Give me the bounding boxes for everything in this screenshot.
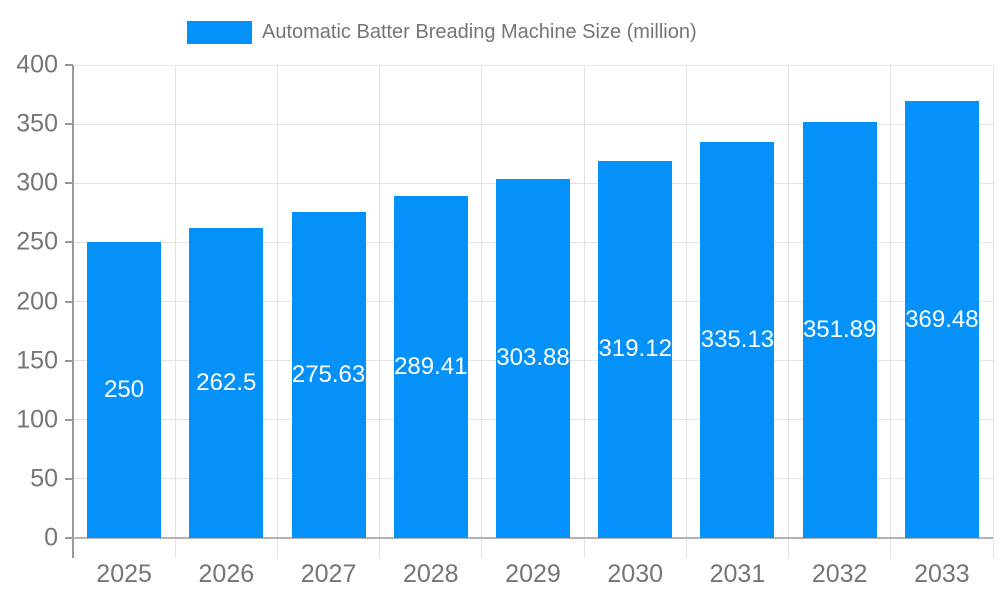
bar-2031[interactable]: 335.13: [700, 141, 775, 538]
y-axis-tick: [65, 182, 73, 185]
bar-value-label: 369.48: [905, 305, 979, 333]
x-axis-tick-label: 2033: [914, 560, 970, 588]
bar-2032[interactable]: 351.89: [802, 121, 877, 538]
y-axis-tick: [65, 359, 73, 362]
gridline-vertical: [379, 65, 381, 558]
x-axis-tick-label: 2032: [811, 560, 868, 588]
x-axis-tick-label: 2030: [607, 560, 664, 588]
y-axis-tick-label: 200: [16, 287, 58, 315]
y-axis-tick: [65, 241, 73, 244]
gridline-horizontal: [73, 64, 993, 66]
bar-2027[interactable]: 275.63: [291, 212, 366, 538]
x-axis-tick-label: 2029: [505, 560, 561, 588]
gridline-vertical: [685, 65, 687, 558]
bar-value-label: 289.41: [394, 352, 468, 380]
bar-value-label: 262.5: [196, 368, 257, 396]
y-axis-tick: [65, 537, 73, 539]
gridline-vertical: [788, 65, 790, 558]
y-axis-tick: [65, 477, 73, 480]
bar-value-label: 275.63: [291, 361, 366, 389]
y-axis-tick-label: 250: [16, 227, 58, 256]
y-axis-tick-label: 150: [16, 346, 58, 375]
legend-color-marker: [187, 21, 252, 44]
y-axis-line: [72, 65, 74, 558]
gridline-vertical: [992, 65, 994, 558]
bar-2033[interactable]: 369.48: [904, 101, 979, 538]
y-axis-tick: [65, 123, 73, 126]
gridline-vertical: [583, 65, 585, 558]
legend[interactable]: Automatic Batter Breading Machine Size (…: [187, 21, 697, 44]
bar-value-label: 335.13: [700, 325, 775, 353]
x-axis-tick-label: 2028: [402, 560, 459, 588]
y-axis-tick: [65, 418, 73, 421]
gridline-vertical: [174, 65, 176, 558]
bar-value-label: 303.88: [496, 344, 570, 372]
bar-value-label: 351.89: [802, 315, 877, 343]
x-axis-tick-label: 2031: [709, 560, 766, 588]
x-axis-line: [73, 537, 993, 539]
x-axis-tick-label: 2026: [198, 560, 255, 588]
legend-label: Automatic Batter Breading Machine Size (…: [262, 21, 697, 43]
y-axis-tick: [65, 300, 73, 303]
bar-2030[interactable]: 319.12: [598, 160, 673, 538]
gridline-vertical: [276, 65, 278, 558]
y-axis-tick-label: 100: [16, 405, 58, 434]
gridline-vertical: [890, 65, 892, 558]
y-axis-tick-label: 300: [16, 168, 58, 197]
bar-2026[interactable]: 262.5: [189, 227, 264, 538]
x-axis-tick-label: 2025: [96, 560, 152, 588]
gridline-horizontal: [73, 123, 993, 125]
gridline-vertical: [481, 65, 483, 558]
x-axis-tick-label: 2027: [300, 560, 357, 588]
y-axis-tick-label: 0: [44, 523, 58, 552]
bar-2028[interactable]: 289.41: [393, 195, 468, 538]
bar-2029[interactable]: 303.88: [496, 178, 570, 538]
y-axis-tick-label: 50: [30, 464, 58, 493]
bar-2025[interactable]: 250: [87, 242, 162, 538]
bar-value-label: 250: [104, 376, 145, 404]
bar-value-label: 319.12: [598, 335, 672, 363]
y-axis-tick: [65, 64, 73, 66]
y-axis-tick-label: 400: [16, 50, 58, 79]
y-axis-tick-label: 350: [16, 109, 58, 138]
